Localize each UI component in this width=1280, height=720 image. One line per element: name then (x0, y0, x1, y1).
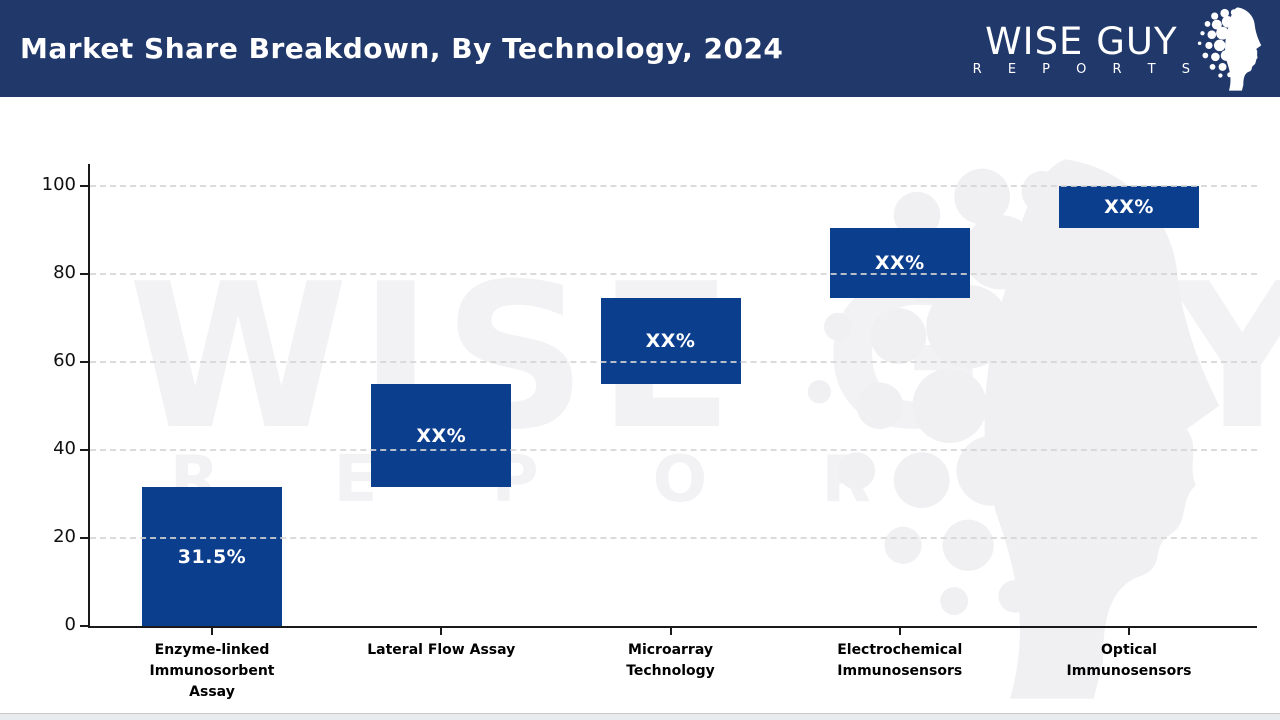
y-tick-mark (80, 185, 88, 187)
y-tick-label: 40 (53, 438, 76, 459)
brand-logo: WISE GUY R E P O R T S (973, 4, 1266, 94)
y-tick-mark (80, 449, 88, 451)
x-category-label-line: Electrochemical (837, 642, 963, 658)
bar-segment: XX% (371, 384, 512, 488)
x-category-label-line: Lateral Flow Assay (367, 642, 516, 658)
y-tick-mark (80, 361, 88, 363)
y-gridline (90, 185, 1257, 187)
x-category-label-line: Immunosensors (837, 663, 963, 679)
x-category-label-line: Immunosorbent (149, 663, 275, 679)
brand-name: WISE GUY (985, 19, 1178, 63)
bar-value-label: XX% (1104, 195, 1154, 218)
x-tick-mark (1128, 628, 1130, 635)
x-tick-mark (440, 628, 443, 635)
header-bar: Market Share Breakdown, By Technology, 2… (0, 0, 1280, 97)
bar-value-label: XX% (874, 251, 925, 274)
y-gridline (90, 273, 1257, 275)
x-category-label: Enzyme-linked Immunosorbent Assay (97, 640, 327, 703)
x-category-label: Microarray Technology (556, 640, 786, 682)
y-axis-line (88, 164, 90, 628)
x-category-label-line: Immunosensors (1066, 663, 1192, 679)
y-tick-mark (80, 625, 88, 627)
y-tick-label: 80 (53, 262, 76, 283)
bar-value-label: XX% (645, 330, 696, 353)
bar-segment: XX% (600, 298, 741, 384)
brand-subtitle: R E P O R T S (972, 61, 1201, 77)
footer-strip (0, 713, 1280, 720)
y-tick-label: 60 (53, 350, 76, 371)
brand-logo-text: WISE GUY R E P O R T S (973, 23, 1190, 76)
watermark-subtext: R E P O R T S (170, 443, 1236, 517)
x-category-label-line: Assay (189, 684, 235, 700)
y-tick-mark (80, 273, 88, 275)
bar-value-label: XX% (416, 424, 467, 447)
y-tick-label: 100 (41, 174, 76, 195)
y-tick-label: 0 (64, 614, 76, 635)
x-category-label-line: Microarray (628, 642, 713, 658)
y-tick-label: 20 (53, 526, 76, 547)
x-category-label-line: Technology (626, 663, 715, 679)
x-axis-line (88, 626, 1257, 628)
bar-segment: XX% (829, 227, 970, 299)
bar-segment: 31.5% (142, 487, 282, 626)
bar-value-label: 31.5% (177, 545, 247, 568)
y-gridline (90, 449, 1257, 451)
bar-segment: XX% (1059, 186, 1199, 228)
x-tick-mark (669, 628, 672, 635)
x-category-label-line: Optical (1101, 642, 1157, 658)
x-tick-mark (898, 628, 901, 635)
page-title: Market Share Breakdown, By Technology, 2… (20, 32, 784, 65)
y-tick-mark (80, 537, 88, 539)
x-tick-mark (211, 628, 213, 635)
y-gridline (90, 537, 1257, 539)
wiseguy-face-icon (1197, 7, 1262, 91)
x-category-label: Electrochemical Immunosensors (785, 640, 1015, 682)
x-category-label-line: Enzyme-linked (154, 642, 270, 658)
y-gridline (90, 361, 1257, 363)
x-category-label: Lateral Flow Assay (326, 640, 556, 661)
x-category-label: Optical Immunosensors (1014, 640, 1244, 682)
